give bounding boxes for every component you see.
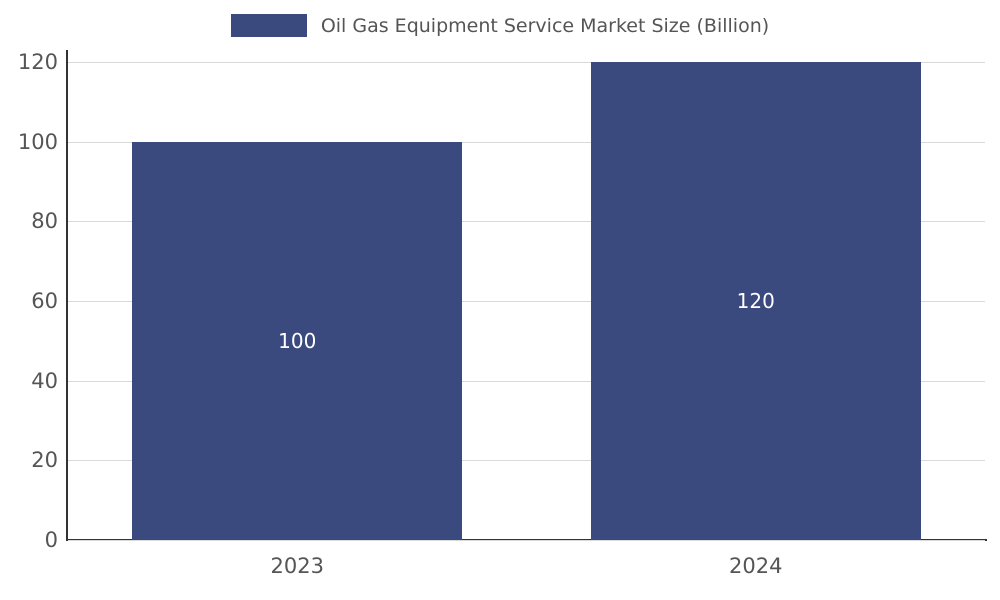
gridline — [68, 460, 985, 462]
gridline — [68, 62, 985, 63]
legend: Oil Gas Equipment Service Market Size (B… — [0, 14, 1000, 37]
bar-value-label: 100 — [278, 328, 317, 353]
gridline — [68, 221, 985, 223]
x-tick-label: 2024 — [729, 554, 783, 578]
y-tick-label: 20 — [31, 448, 58, 473]
y-axis-spine — [66, 50, 68, 541]
y-tick-label: 0 — [44, 528, 58, 552]
gridline — [68, 540, 985, 541]
y-tick-label: 120 — [17, 50, 58, 74]
bar-value-label: 120 — [736, 289, 775, 313]
bar-2024: 120 — [590, 62, 921, 540]
x-tick-label: 2023 — [270, 554, 324, 578]
y-tick-label: 80 — [31, 209, 58, 234]
gridline — [68, 380, 985, 382]
y-tick-label: 100 — [17, 129, 58, 154]
gridline — [68, 301, 985, 302]
y-tick-label: 60 — [31, 289, 58, 313]
gridline — [68, 141, 985, 143]
plot-area: 0 20 40 60 80 100 120 100 2023 120 2024 — [18, 50, 985, 578]
bar-2023: 100 — [132, 141, 463, 540]
legend-swatch-icon — [230, 14, 307, 37]
y-tick-label: 40 — [31, 368, 58, 393]
legend-label: Oil Gas Equipment Service Market Size (B… — [320, 14, 770, 37]
